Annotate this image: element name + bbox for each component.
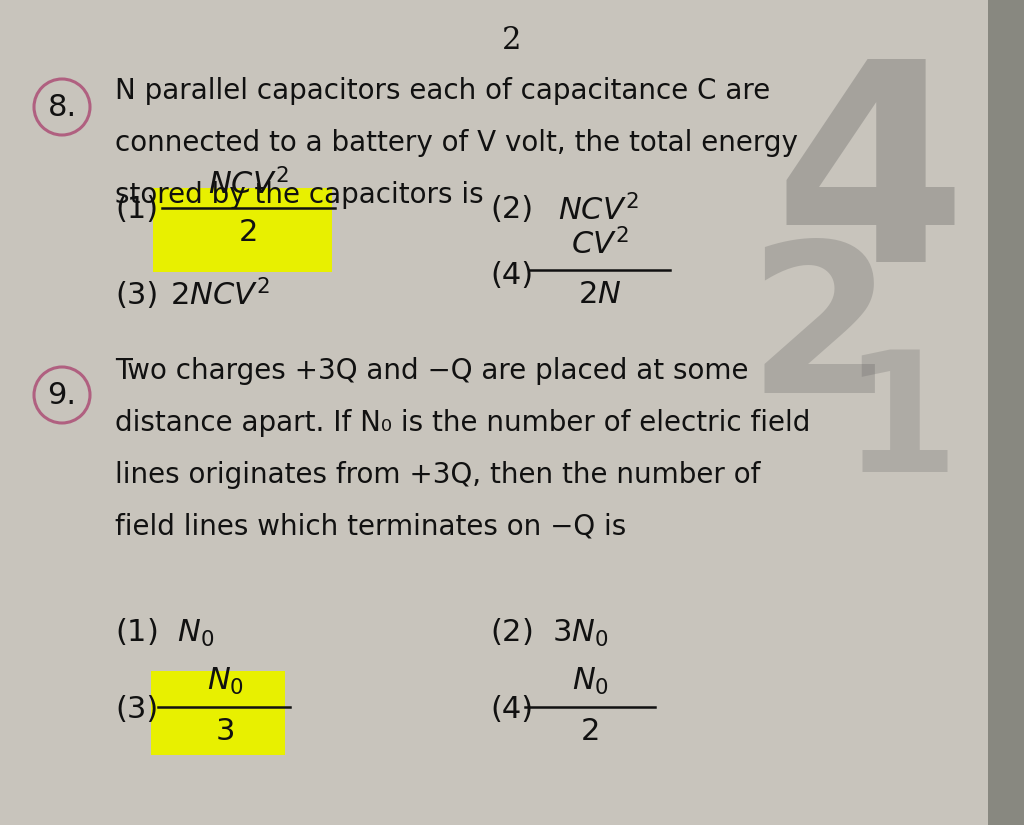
Text: $N_0$: $N_0$ <box>571 666 608 697</box>
Text: field lines which terminates on −Q is: field lines which terminates on −Q is <box>115 513 627 541</box>
Text: 8.: 8. <box>47 92 77 121</box>
Text: 1: 1 <box>842 343 958 507</box>
Text: stored by the capacitors is: stored by the capacitors is <box>115 181 483 209</box>
FancyBboxPatch shape <box>153 188 332 272</box>
FancyBboxPatch shape <box>151 671 285 755</box>
Text: 9.: 9. <box>47 380 77 409</box>
Text: connected to a battery of V volt, the total energy: connected to a battery of V volt, the to… <box>115 129 798 157</box>
FancyBboxPatch shape <box>988 0 1024 825</box>
Text: 2: 2 <box>502 25 522 56</box>
Text: (3): (3) <box>115 280 159 309</box>
Text: (1): (1) <box>115 196 158 224</box>
Text: (4): (4) <box>490 695 534 724</box>
Text: distance apart. If N₀ is the number of electric field: distance apart. If N₀ is the number of e… <box>115 409 810 437</box>
Text: $CV^2$: $CV^2$ <box>571 228 629 260</box>
Text: Two charges +3Q and −Q are placed at some: Two charges +3Q and −Q are placed at som… <box>115 357 749 385</box>
Text: 4: 4 <box>773 50 967 320</box>
Text: 2: 2 <box>748 234 893 436</box>
Text: 2: 2 <box>581 717 600 746</box>
Text: (1)  $N_0$: (1) $N_0$ <box>115 617 215 649</box>
Text: 2: 2 <box>239 218 258 247</box>
Text: (4): (4) <box>490 261 534 290</box>
Text: $NCV^2$: $NCV^2$ <box>558 194 639 226</box>
Text: (3): (3) <box>115 695 159 724</box>
Text: (2)  $3N_0$: (2) $3N_0$ <box>490 617 609 649</box>
Text: $N_0$: $N_0$ <box>207 666 244 697</box>
Text: 3: 3 <box>215 717 234 746</box>
Text: N parallel capacitors each of capacitance C are: N parallel capacitors each of capacitanc… <box>115 77 770 105</box>
Text: lines originates from +3Q, then the number of: lines originates from +3Q, then the numb… <box>115 461 761 489</box>
Text: $NCV^2$: $NCV^2$ <box>208 167 289 200</box>
Text: $2NCV^2$: $2NCV^2$ <box>170 279 270 311</box>
Text: $2N$: $2N$ <box>579 280 622 309</box>
Text: (2): (2) <box>490 196 534 224</box>
